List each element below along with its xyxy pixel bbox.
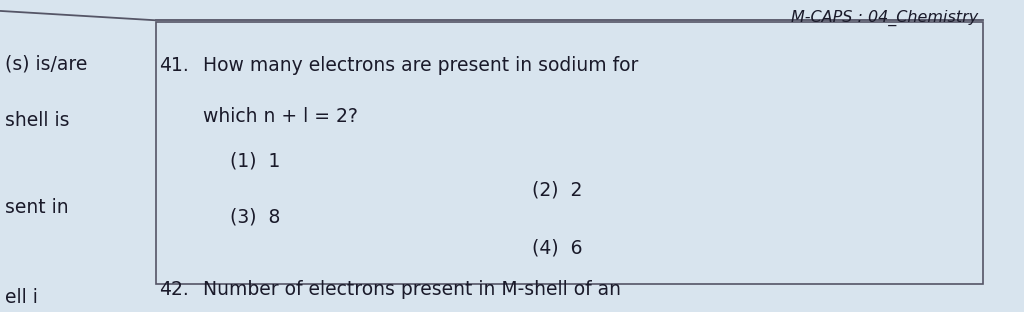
- Text: M-CAPS : 04_Chemistry: M-CAPS : 04_Chemistry: [791, 9, 978, 26]
- Text: How many electrons are present in sodium for: How many electrons are present in sodium…: [203, 56, 638, 75]
- Text: shell is: shell is: [5, 111, 70, 129]
- Text: (4)  6: (4) 6: [532, 239, 583, 257]
- Text: sent in: sent in: [5, 198, 69, 217]
- FancyBboxPatch shape: [156, 22, 983, 284]
- Text: 42.: 42.: [159, 280, 188, 299]
- Text: ell i: ell i: [5, 289, 38, 307]
- Text: 41.: 41.: [159, 56, 188, 75]
- Text: (3)  8: (3) 8: [230, 207, 281, 226]
- Text: Number of electrons present in M-shell of an: Number of electrons present in M-shell o…: [203, 280, 621, 299]
- Text: (s) is/are: (s) is/are: [5, 55, 87, 73]
- Text: which n + l = 2?: which n + l = 2?: [203, 108, 357, 126]
- Text: (1)  1: (1) 1: [230, 151, 281, 170]
- Text: (2)  2: (2) 2: [532, 181, 583, 200]
